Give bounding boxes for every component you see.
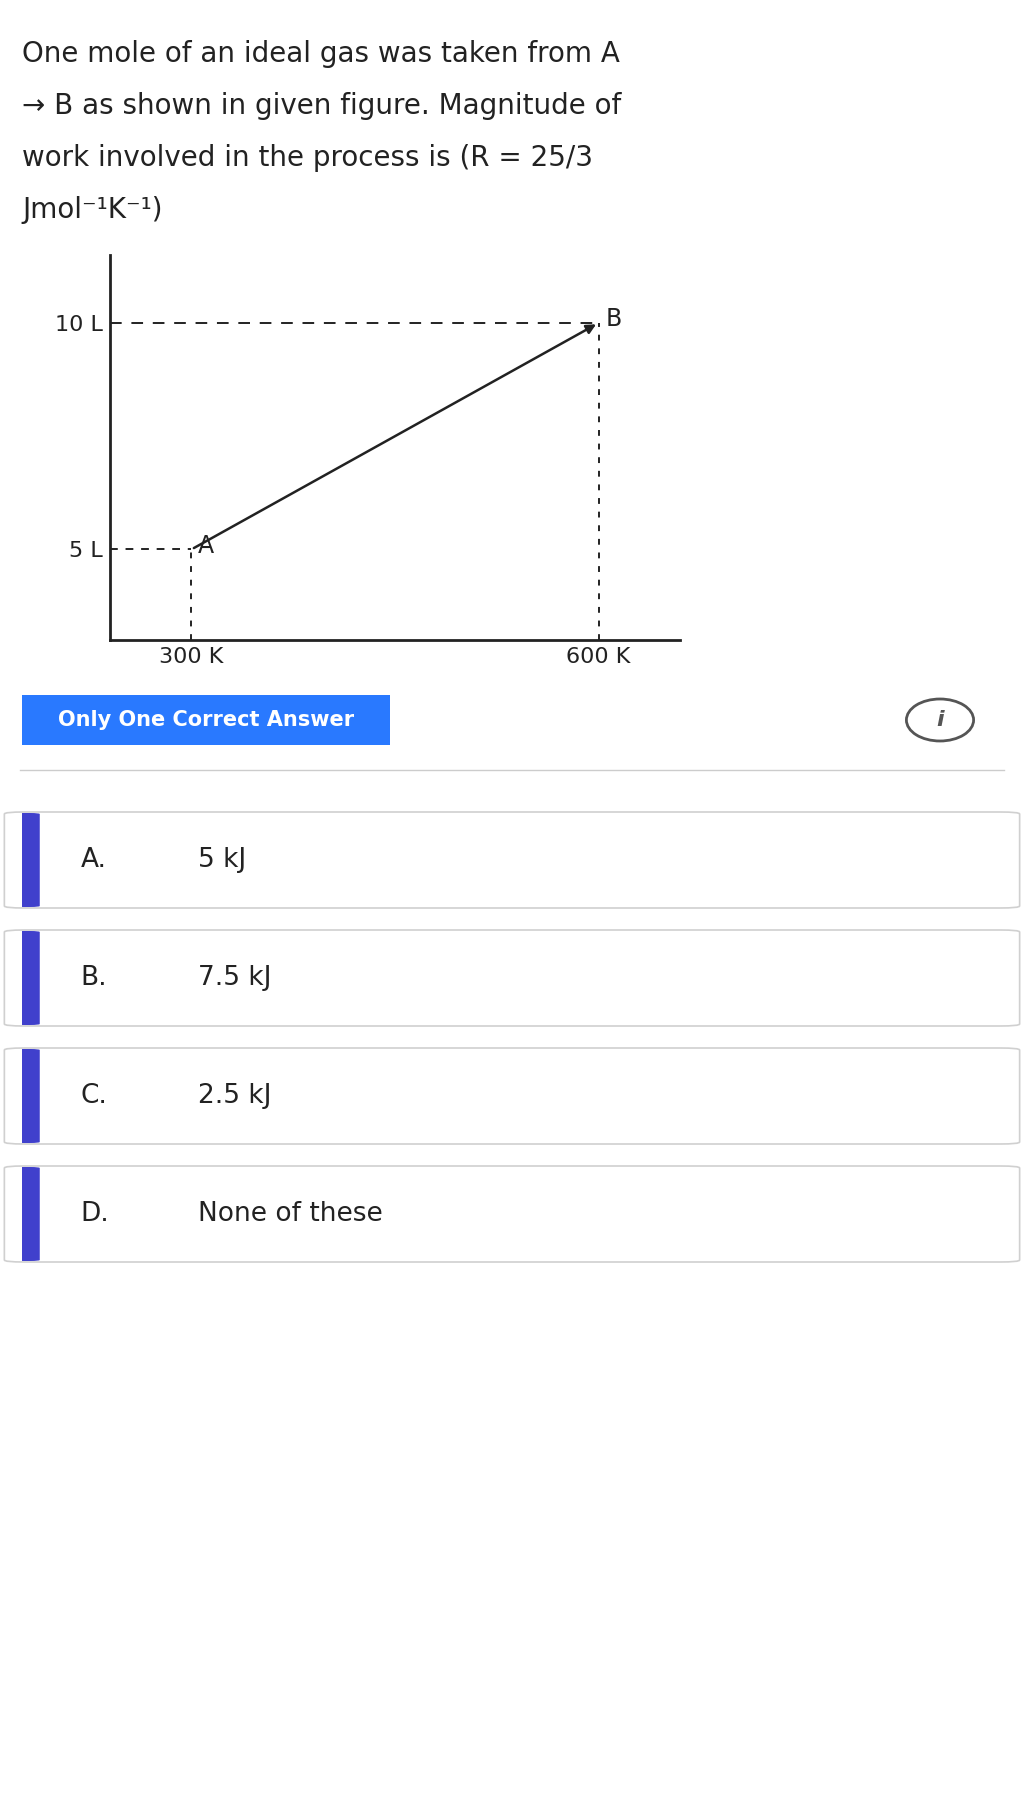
FancyBboxPatch shape xyxy=(4,1166,1020,1261)
FancyBboxPatch shape xyxy=(4,1048,1020,1144)
FancyBboxPatch shape xyxy=(14,1167,40,1261)
Text: Only One Correct Answer: Only One Correct Answer xyxy=(58,710,354,730)
Text: → B as shown in given figure. Magnitude of: → B as shown in given figure. Magnitude … xyxy=(22,92,622,119)
Text: 7.5 kJ: 7.5 kJ xyxy=(199,965,272,990)
Text: A.: A. xyxy=(81,847,106,873)
Text: 2.5 kJ: 2.5 kJ xyxy=(199,1082,272,1109)
Text: Jmol⁻¹K⁻¹): Jmol⁻¹K⁻¹) xyxy=(22,195,163,224)
FancyBboxPatch shape xyxy=(4,694,409,746)
FancyBboxPatch shape xyxy=(14,1050,40,1144)
Text: D.: D. xyxy=(81,1202,110,1227)
Text: One mole of an ideal gas was taken from A: One mole of an ideal gas was taken from … xyxy=(22,40,620,69)
Text: C.: C. xyxy=(81,1082,108,1109)
Text: A: A xyxy=(199,533,214,558)
Text: B: B xyxy=(605,307,622,331)
Text: work involved in the process is (R = 25/3: work involved in the process is (R = 25/… xyxy=(22,145,593,172)
FancyBboxPatch shape xyxy=(14,931,40,1025)
FancyBboxPatch shape xyxy=(14,813,40,907)
Text: None of these: None of these xyxy=(199,1202,383,1227)
Text: i: i xyxy=(936,710,944,730)
Text: 5 kJ: 5 kJ xyxy=(199,847,247,873)
Text: B.: B. xyxy=(81,965,108,990)
FancyBboxPatch shape xyxy=(4,931,1020,1026)
FancyBboxPatch shape xyxy=(4,811,1020,907)
